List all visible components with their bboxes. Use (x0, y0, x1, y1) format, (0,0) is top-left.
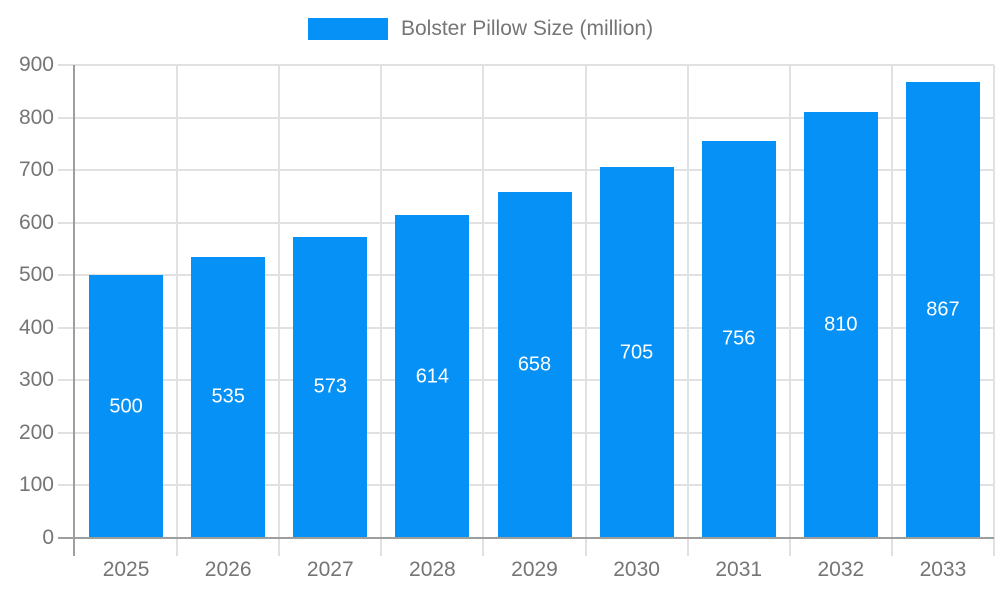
bar-value-label: 614 (415, 365, 450, 388)
bar-2031: 756 (701, 140, 776, 538)
y-axis-tick-label: 500 (18, 263, 54, 287)
bar-value-label: 756 (722, 327, 756, 350)
bar-value-label: 535 (211, 385, 245, 408)
bar-value-label: 573 (313, 375, 347, 398)
bar-2033: 867 (905, 82, 980, 538)
gridline-vertical (584, 65, 587, 556)
y-axis-labels: 0 100 200 300 400 500 600 700 800 900 (0, 0, 54, 600)
gridline-vertical (788, 65, 791, 556)
y-axis-tick-label: 800 (18, 105, 54, 129)
y-axis-tick-label: 600 (18, 210, 54, 234)
bar-value-label: 658 (517, 353, 552, 376)
gridline-vertical (176, 65, 179, 556)
bar-2029: 658 (497, 192, 572, 538)
bar-value-label: 810 (824, 313, 858, 336)
plot-area: 500 535 573 614 658 705 756 810 867 (58, 64, 995, 556)
bar-value-label: 867 (926, 298, 960, 321)
y-axis-tick-label: 100 (18, 473, 54, 497)
gridline-vertical (482, 65, 485, 556)
x-axis-tick-label: 2025 (102, 558, 150, 581)
y-axis-line (73, 65, 75, 556)
x-axis-tick-label: 2026 (204, 558, 252, 581)
gridline-vertical (278, 65, 281, 556)
x-axis-tick-label: 2029 (511, 558, 558, 581)
bar-value-label: 705 (619, 341, 654, 364)
gridline-horizontal (58, 116, 994, 119)
legend-swatch (308, 18, 388, 40)
x-axis-tick-label: 2033 (919, 558, 967, 581)
x-axis-tick-label: 2027 (306, 558, 354, 581)
y-axis-tick-label: 0 (42, 526, 54, 549)
gridline-vertical (686, 65, 689, 556)
bar-2032: 810 (803, 112, 878, 538)
gridline-horizontal (58, 64, 994, 66)
gridline-horizontal (58, 169, 994, 172)
y-axis-tick-label: 900 (18, 53, 54, 76)
x-axis-tick-label: 2032 (817, 558, 865, 581)
bar-value-label: 500 (109, 395, 143, 418)
gridline-vertical (380, 65, 383, 556)
legend-label: Bolster Pillow Size (million) (401, 17, 654, 40)
legend: Bolster Pillow Size (million) (308, 17, 653, 41)
x-axis-labels: 2025 2026 2027 2028 2029 2030 2031 2032 2033 (0, 558, 1000, 592)
bar-2026: 535 (191, 256, 266, 538)
gridline-vertical (993, 65, 995, 556)
bar-2028: 614 (395, 215, 470, 538)
gridline-vertical (890, 65, 893, 556)
x-axis-tick-label: 2031 (715, 558, 763, 581)
bar-2030: 705 (599, 167, 674, 538)
bar-2027: 573 (293, 236, 368, 538)
y-axis-tick-label: 300 (18, 368, 54, 392)
y-axis-tick-label: 700 (18, 158, 54, 182)
bar-2025: 500 (89, 275, 164, 538)
y-axis-tick-label: 400 (18, 315, 54, 339)
x-axis-line (58, 537, 994, 539)
x-axis-tick-label: 2028 (409, 558, 456, 581)
x-axis-tick-label: 2030 (613, 558, 660, 581)
y-axis-tick-label: 200 (18, 420, 54, 444)
